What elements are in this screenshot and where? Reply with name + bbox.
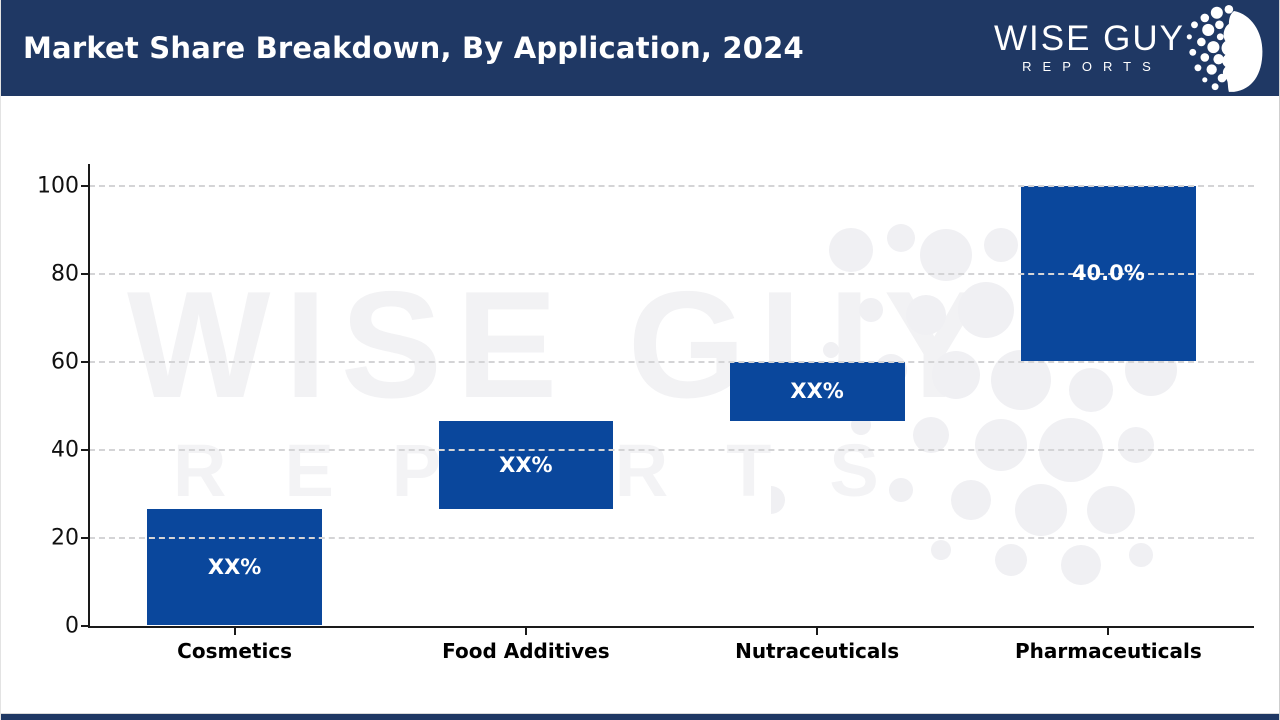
category-label-2: Nutraceuticals [735,639,900,663]
bar-value-label: XX% [790,379,844,404]
x-tick-mark-1 [524,627,527,635]
y-tick-label-20: 20 [51,525,79,551]
logo-head-icon [1186,5,1263,92]
x-axis-spine [88,625,1254,628]
wiseguy-logo: WISE GUY REPORTS [994,4,1265,92]
logo-text-wiseguy: WISE GUY [993,19,1185,58]
category-label-1: Food Additives [442,639,610,663]
gridline-y100 [89,185,1254,187]
chart-title: Market Share Breakdown, By Application, … [23,31,804,65]
y-tick-mark-20 [81,536,88,539]
y-tick-mark-60 [81,360,88,363]
y-tick-label-100: 100 [37,173,79,199]
y-tick-label-0: 0 [65,613,79,638]
logo-wordmark: WISE GUY REPORTS [993,19,1185,74]
category-label-3: Pharmaceuticals [1014,639,1202,663]
y-tick-mark-0 [81,624,88,627]
y-tick-label-60: 60 [51,349,79,375]
y-tick-mark-100 [81,185,88,187]
gridline-y40 [89,448,1254,451]
gridline-y80 [89,272,1254,275]
y-tick-mark-40 [81,448,88,451]
bar-cosmetics [147,509,322,626]
y-tick-label-40: 40 [51,437,79,463]
bar-food-additives [438,421,614,509]
bar-value-label: 40.0% [1071,261,1145,286]
category-label-0: Cosmetics [177,639,293,663]
x-tick-mark-0 [233,627,236,635]
x-tick-mark-2 [816,627,819,635]
header-bar: Market Share Breakdown, By Application, … [1,0,1279,96]
footer-bar [1,714,1279,720]
bar-value-label: XX% [499,452,553,477]
logo-text-reports: REPORTS [1022,59,1162,74]
y-tick-mark-80 [81,272,88,275]
y-axis-spine [88,164,90,628]
bar-value-label: XX% [207,555,262,580]
bottom-border-line [1,713,1279,714]
gridline-y20 [89,536,1254,539]
gridline-y60 [89,360,1254,363]
y-tick-label-80: 80 [51,261,79,287]
x-tick-mark-3 [1107,627,1110,635]
bar-nutraceuticals [729,361,905,422]
